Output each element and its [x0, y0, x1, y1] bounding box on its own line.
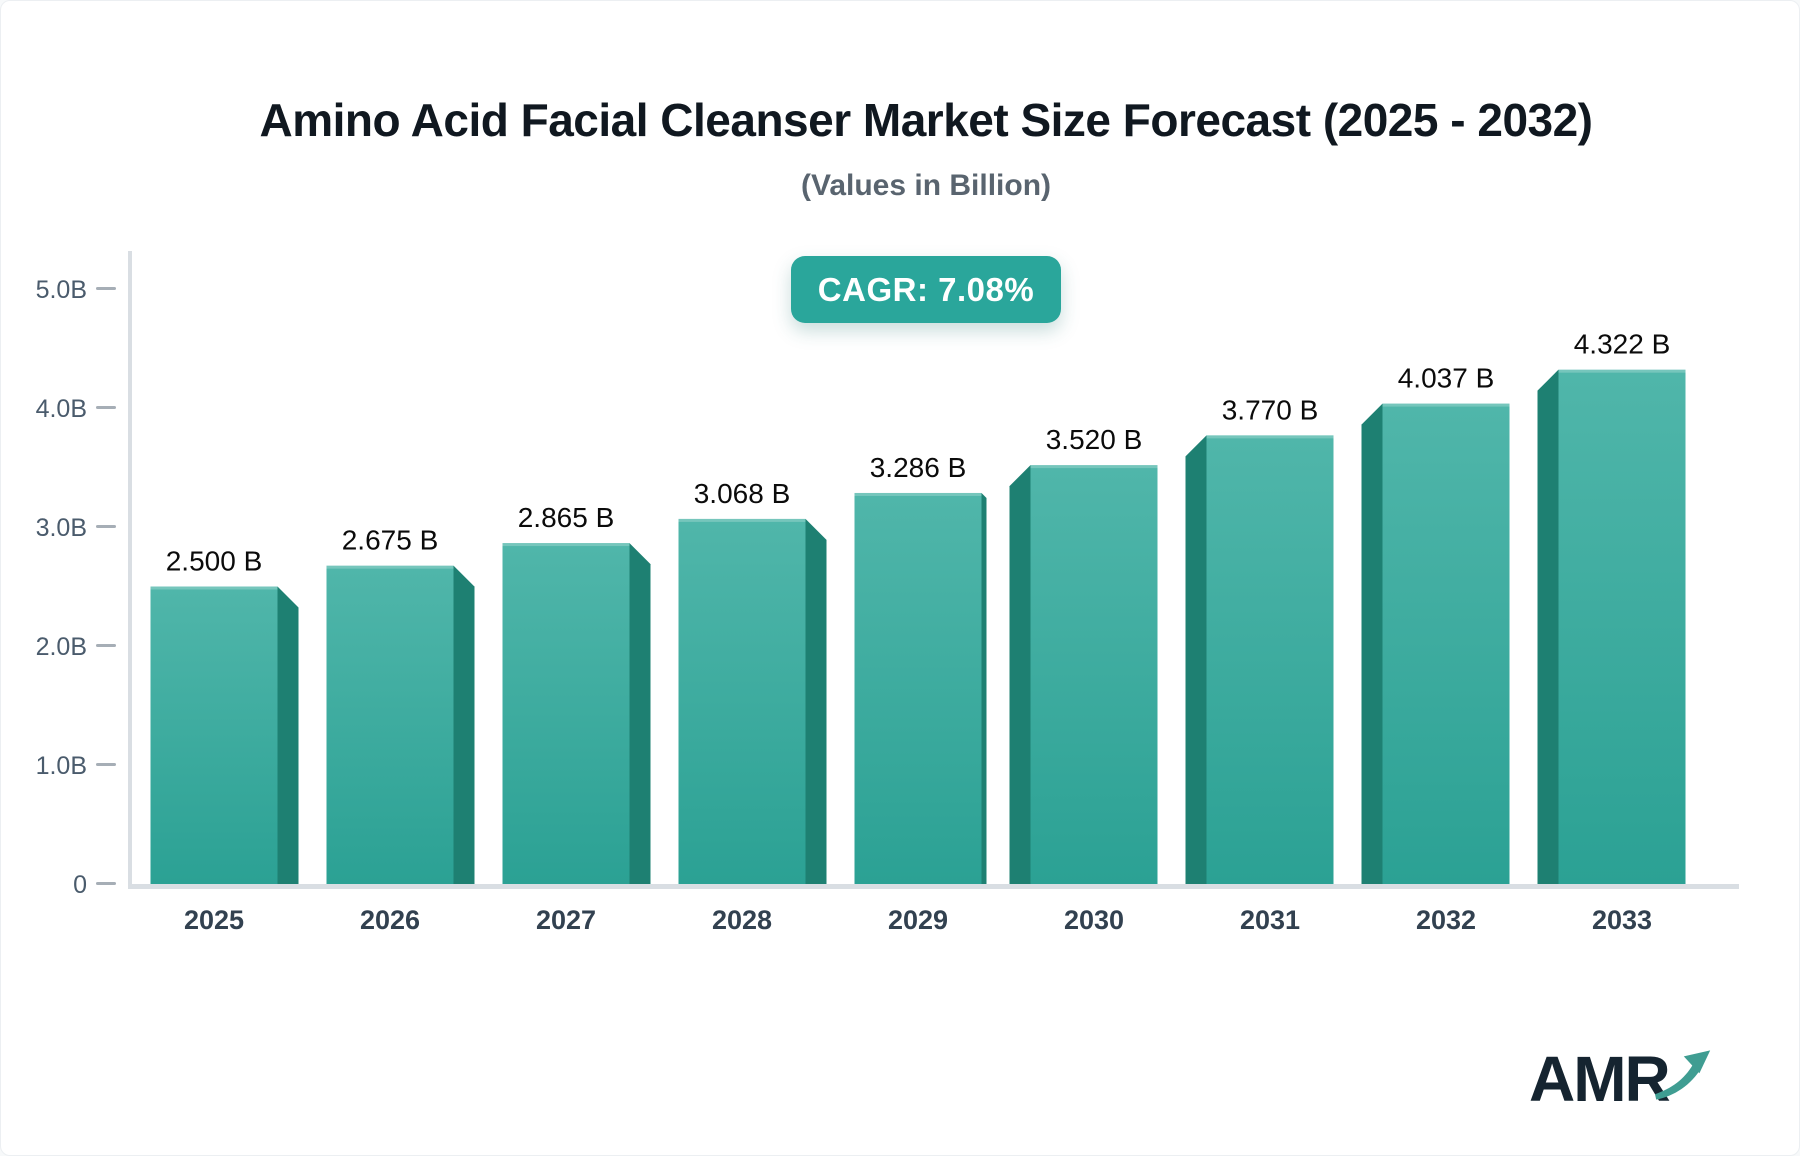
x-axis-label: 2033 — [1592, 905, 1652, 935]
bar-side-face — [277, 586, 299, 884]
x-axis-label: 2028 — [712, 905, 772, 935]
bar-value-label: 4.037 B — [1398, 363, 1495, 394]
bar-side-face — [1361, 403, 1383, 884]
x-axis-label: 2031 — [1240, 905, 1300, 935]
amr-logo-text: AMR — [1529, 1043, 1671, 1115]
bar — [1030, 465, 1158, 884]
y-axis-tick — [96, 287, 116, 290]
cagr-badge-label: CAGR: 7.08% — [817, 270, 1035, 308]
x-axis-label: 2026 — [360, 905, 420, 935]
bar — [502, 543, 630, 884]
x-axis-label: 2025 — [184, 905, 244, 935]
bar — [854, 492, 982, 884]
y-axis-label: 0 — [73, 871, 87, 899]
bar-value-label: 3.770 B — [1222, 394, 1319, 425]
bar-top-highlight — [1030, 465, 1158, 469]
bar-top-highlight — [1382, 403, 1510, 407]
bar — [150, 586, 278, 884]
bar-side-face — [981, 492, 987, 884]
y-axis-tick — [96, 644, 116, 647]
bar-value-label: 3.286 B — [870, 452, 967, 483]
y-axis-label: 3.0B — [36, 514, 87, 542]
y-axis-tick — [96, 763, 116, 766]
bar — [1558, 369, 1686, 884]
bar-top-highlight — [326, 565, 454, 569]
bar-side-face — [1537, 369, 1559, 884]
amr-logo: AMR — [1529, 1031, 1715, 1111]
bar-side-face — [805, 518, 827, 884]
bar-value-label: 4.322 B — [1574, 329, 1671, 360]
bar-top-highlight — [1206, 435, 1334, 439]
y-axis-label: 4.0B — [36, 395, 87, 423]
bar-side-face — [1009, 465, 1031, 884]
bar-value-label: 2.500 B — [166, 546, 263, 577]
bar-top-highlight — [1558, 369, 1686, 373]
cagr-badge: CAGR: 7.08% — [791, 256, 1061, 323]
bar — [678, 518, 806, 884]
x-axis-label: 2029 — [888, 905, 948, 935]
y-axis-tick — [96, 525, 116, 528]
bar-value-label: 3.520 B — [1046, 424, 1143, 455]
y-axis-line — [128, 251, 132, 889]
bar-value-label: 3.068 B — [694, 478, 791, 509]
bar — [1382, 403, 1510, 884]
bar-top-highlight — [678, 518, 806, 522]
bar-side-face — [1185, 435, 1207, 884]
x-axis-line — [128, 884, 1739, 889]
x-axis-label: 2030 — [1064, 905, 1124, 935]
bar-top-highlight — [150, 586, 278, 590]
x-axis-label: 2032 — [1416, 905, 1476, 935]
y-axis-tick — [96, 406, 116, 409]
bar-side-face — [629, 543, 651, 884]
y-axis-label: 2.0B — [36, 633, 87, 661]
y-axis-label: 1.0B — [36, 752, 87, 780]
chart-subtitle: (Values in Billion) — [800, 169, 1052, 202]
growth-arrow-icon — [1654, 1050, 1710, 1100]
bar — [1206, 435, 1334, 884]
bar-side-face — [453, 565, 475, 884]
bar-value-label: 2.865 B — [518, 502, 615, 533]
y-axis-tick — [96, 882, 116, 885]
y-axis-label: 5.0B — [36, 276, 87, 304]
chart-title: Amino Acid Facial Cleanser Market Size F… — [259, 94, 1593, 146]
bar-top-highlight — [854, 492, 982, 496]
bar — [326, 565, 454, 884]
bar-value-label: 2.675 B — [342, 525, 439, 556]
x-axis-label: 2027 — [536, 905, 596, 935]
bar-top-highlight — [502, 543, 630, 547]
